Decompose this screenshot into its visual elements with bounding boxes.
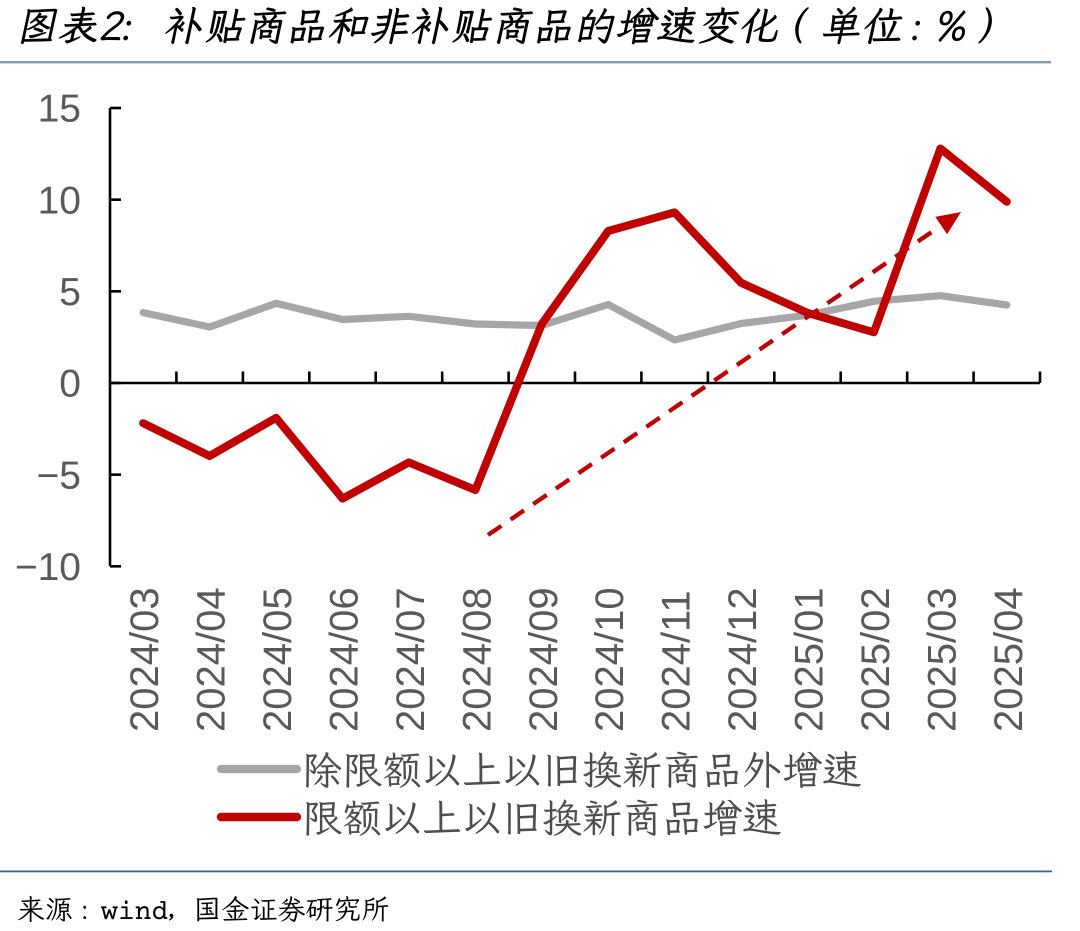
svg-text:2024/11: 2024/11 bbox=[655, 590, 699, 732]
svg-text:−5: −5 bbox=[37, 454, 81, 497]
svg-text:2024/05: 2024/05 bbox=[256, 587, 300, 732]
svg-text:15: 15 bbox=[38, 88, 81, 131]
svg-text:2024/07: 2024/07 bbox=[389, 587, 433, 732]
svg-text:2024/10: 2024/10 bbox=[588, 587, 632, 732]
svg-text:5: 5 bbox=[59, 271, 81, 314]
svg-text:2024/12: 2024/12 bbox=[721, 587, 765, 732]
svg-text:0: 0 bbox=[59, 363, 81, 406]
svg-text:2025/03: 2025/03 bbox=[920, 587, 964, 732]
svg-text:−10: −10 bbox=[15, 546, 81, 589]
svg-text:10: 10 bbox=[38, 179, 81, 222]
svg-text:2025/01: 2025/01 bbox=[788, 587, 832, 732]
svg-text:2025/04: 2025/04 bbox=[987, 587, 1031, 732]
svg-text:2025/02: 2025/02 bbox=[854, 587, 898, 732]
svg-text:2024/03: 2024/03 bbox=[123, 587, 167, 732]
svg-text:2024/09: 2024/09 bbox=[522, 587, 566, 732]
svg-text:2024/04: 2024/04 bbox=[190, 587, 234, 732]
svg-text:2024/06: 2024/06 bbox=[323, 587, 367, 732]
svg-text:2024/08: 2024/08 bbox=[455, 587, 499, 732]
